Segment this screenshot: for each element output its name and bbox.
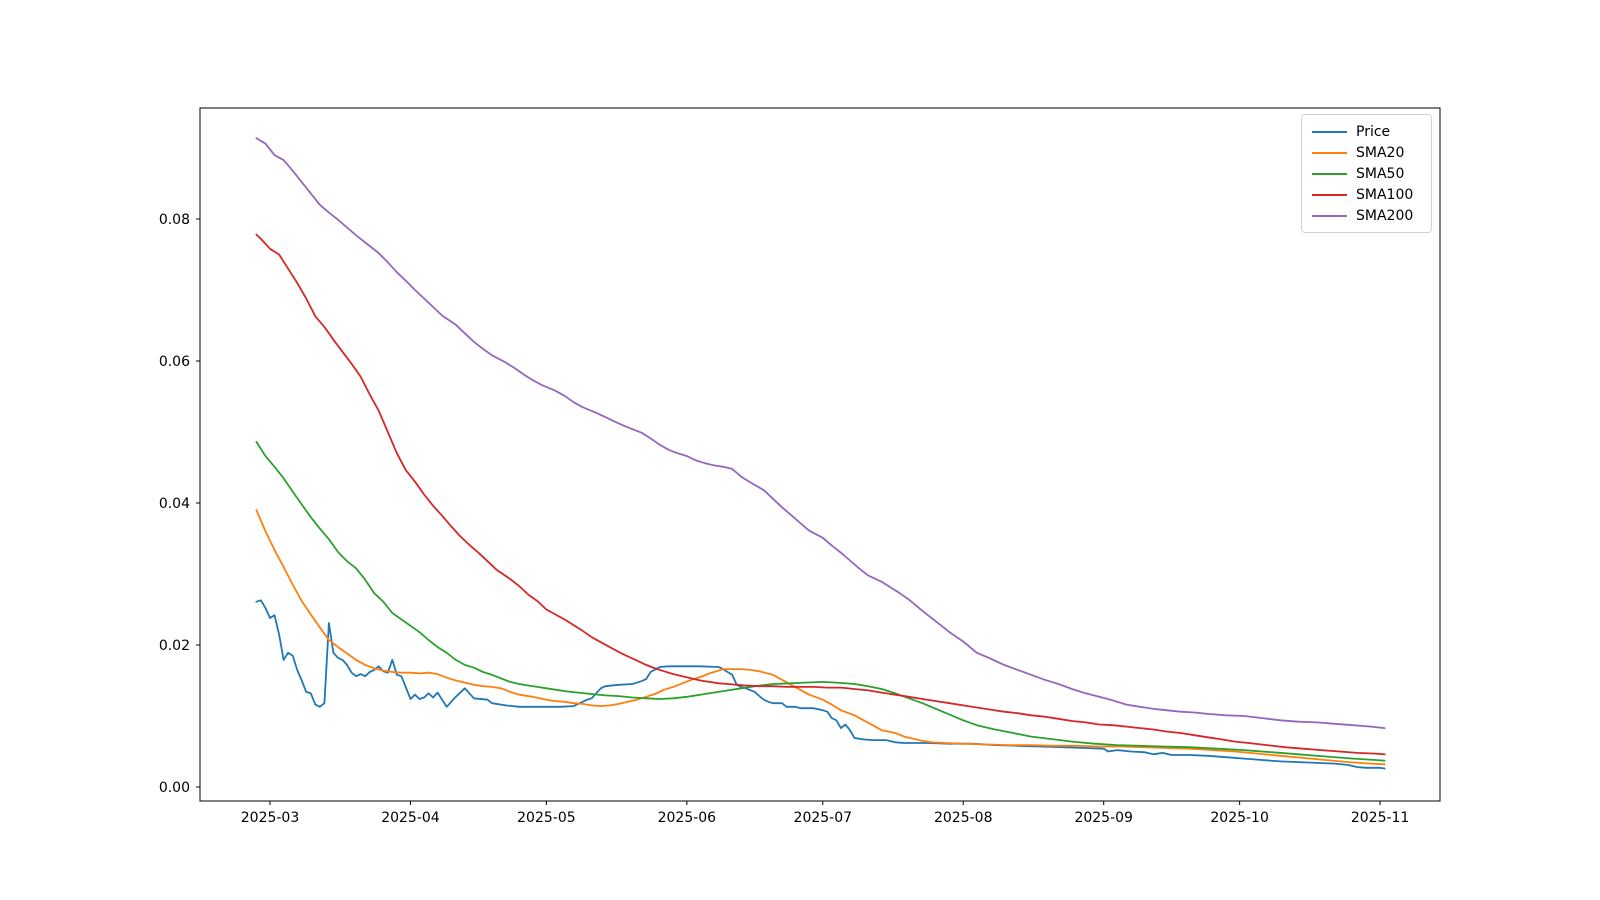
x-tick-label: 2025-03 [241, 810, 300, 826]
legend-entry-sma20: SMA20 [1312, 142, 1423, 163]
y-tick-label: 0.06 [159, 354, 190, 370]
y-tick-label: 0.02 [159, 638, 190, 654]
x-tick-label: 2025-09 [1074, 810, 1133, 826]
legend-entry-price: Price [1312, 121, 1423, 142]
legend-label-sma20: SMA20 [1356, 144, 1405, 161]
x-tick-label: 2025-06 [658, 810, 717, 826]
y-tick-label: 0.00 [159, 780, 190, 796]
x-tick-label: 2025-07 [794, 810, 853, 826]
x-tick-label: 2025-04 [381, 810, 440, 826]
series-line-sma50 [255, 440, 1386, 762]
legend-label-price: Price [1356, 123, 1391, 140]
x-tick-label: 2025-11 [1351, 810, 1410, 826]
legend-label-sma100: SMA100 [1356, 186, 1414, 203]
legend-label-sma50: SMA50 [1356, 165, 1405, 182]
axes-spines [199, 107, 1441, 802]
series-line-price [255, 599, 1386, 770]
series-line-sma100 [255, 233, 1386, 756]
legend-line-swatch-sma50 [1312, 172, 1347, 175]
legend-entry-sma200: SMA200 [1312, 205, 1423, 226]
legend-entry-sma100: SMA100 [1312, 184, 1423, 205]
legend-line-swatch-sma100 [1312, 193, 1347, 196]
legend-entry-sma50: SMA50 [1312, 163, 1423, 184]
x-tick-label: 2025-05 [517, 810, 576, 826]
legend-label-sma200: SMA200 [1356, 207, 1414, 224]
legend-line-swatch-price [1312, 130, 1347, 133]
y-tick-label: 0.08 [159, 212, 190, 228]
y-tick-label: 0.04 [159, 496, 190, 512]
legend-line-swatch-sma20 [1312, 151, 1347, 154]
series-line-sma20 [255, 509, 1386, 766]
legend-line-swatch-sma200 [1312, 214, 1347, 217]
x-tick-label: 2025-08 [934, 810, 993, 826]
series-line-sma200 [255, 137, 1386, 729]
chart-legend: Price SMA20 SMA50 SMA100 SMA200 [1301, 114, 1432, 233]
x-tick-label: 2025-10 [1210, 810, 1269, 826]
